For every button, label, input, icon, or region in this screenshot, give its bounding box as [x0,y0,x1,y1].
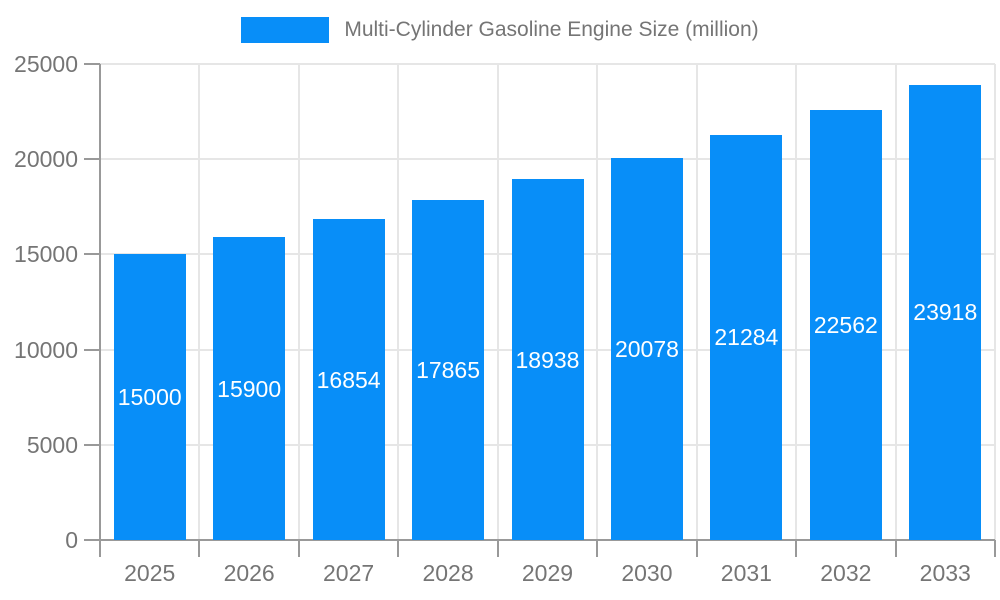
bar-value-label: 15900 [217,375,282,402]
y-axis-label: 15000 [14,241,78,268]
gridline-vertical [695,64,698,540]
y-axis-label: 0 [65,527,78,553]
bar-2033[interactable]: 23918 [909,84,982,540]
y-axis-tick [84,443,100,446]
bar-value-label: 22562 [813,312,878,339]
x-axis-tick [397,540,400,557]
x-axis-tick [496,540,499,557]
bar-2029[interactable]: 18938 [511,179,584,540]
x-axis-label: 2033 [919,560,971,586]
x-axis-label: 2029 [521,560,574,586]
gridline-vertical [496,64,499,540]
x-axis-tick [198,540,201,557]
x-axis-tick [695,540,698,557]
bar-value-label: 23918 [913,299,978,326]
x-axis-line [84,539,995,541]
bar-2028[interactable]: 17865 [412,199,485,540]
x-axis-label: 2028 [422,560,474,586]
x-axis-label: 2026 [223,560,275,586]
gridline-vertical [596,64,599,540]
bar-2030[interactable]: 20078 [610,157,683,540]
gridline-vertical [198,64,201,540]
x-axis-label: 2027 [323,560,375,586]
legend-swatch[interactable] [241,17,330,43]
gridline-vertical [397,64,400,540]
x-axis-label: 2031 [720,560,772,586]
bar-value-label: 17865 [416,356,481,383]
bar-value-label: 16854 [316,366,381,393]
y-axis-tick [84,63,100,65]
gridline-vertical [894,64,897,540]
x-axis-tick [994,540,996,557]
gridline-horizontal [100,158,995,161]
bar-value-label: 18938 [515,346,580,373]
x-axis-tick [894,540,897,557]
y-axis-label: 10000 [14,336,78,363]
bar-2027[interactable]: 16854 [312,219,385,540]
y-axis-label: 5000 [26,431,78,458]
bar-value-label: 20078 [614,335,679,362]
chart-legend[interactable]: Multi-Cylinder Gasoline Engine Size (mil… [0,16,1000,44]
bar-value-label: 21284 [714,324,779,351]
y-axis-label: 20000 [14,146,78,173]
x-axis-tick [596,540,599,557]
bar-2025[interactable]: 15000 [113,254,186,540]
x-axis-tick [297,540,300,557]
x-axis-label: 2025 [124,560,176,586]
x-axis-tick [795,540,798,557]
gridline-vertical [795,64,798,540]
y-axis-label: 25000 [14,51,78,77]
x-axis-label: 2032 [820,560,872,586]
x-axis-label: 2030 [621,560,673,586]
gridline-vertical [994,64,996,540]
bar-value-label: 15000 [117,384,182,411]
y-axis-tick [84,158,100,161]
y-axis-tick [84,253,100,256]
gridline-horizontal [100,63,995,65]
bar-2032[interactable]: 22562 [809,110,882,540]
bar-2031[interactable]: 21284 [710,134,783,540]
legend-label[interactable]: Multi-Cylinder Gasoline Engine Size (mil… [344,18,759,41]
gridline-vertical [297,64,300,540]
y-axis-tick [84,348,100,351]
bar-2026[interactable]: 15900 [213,237,286,540]
y-axis-line [99,64,101,557]
